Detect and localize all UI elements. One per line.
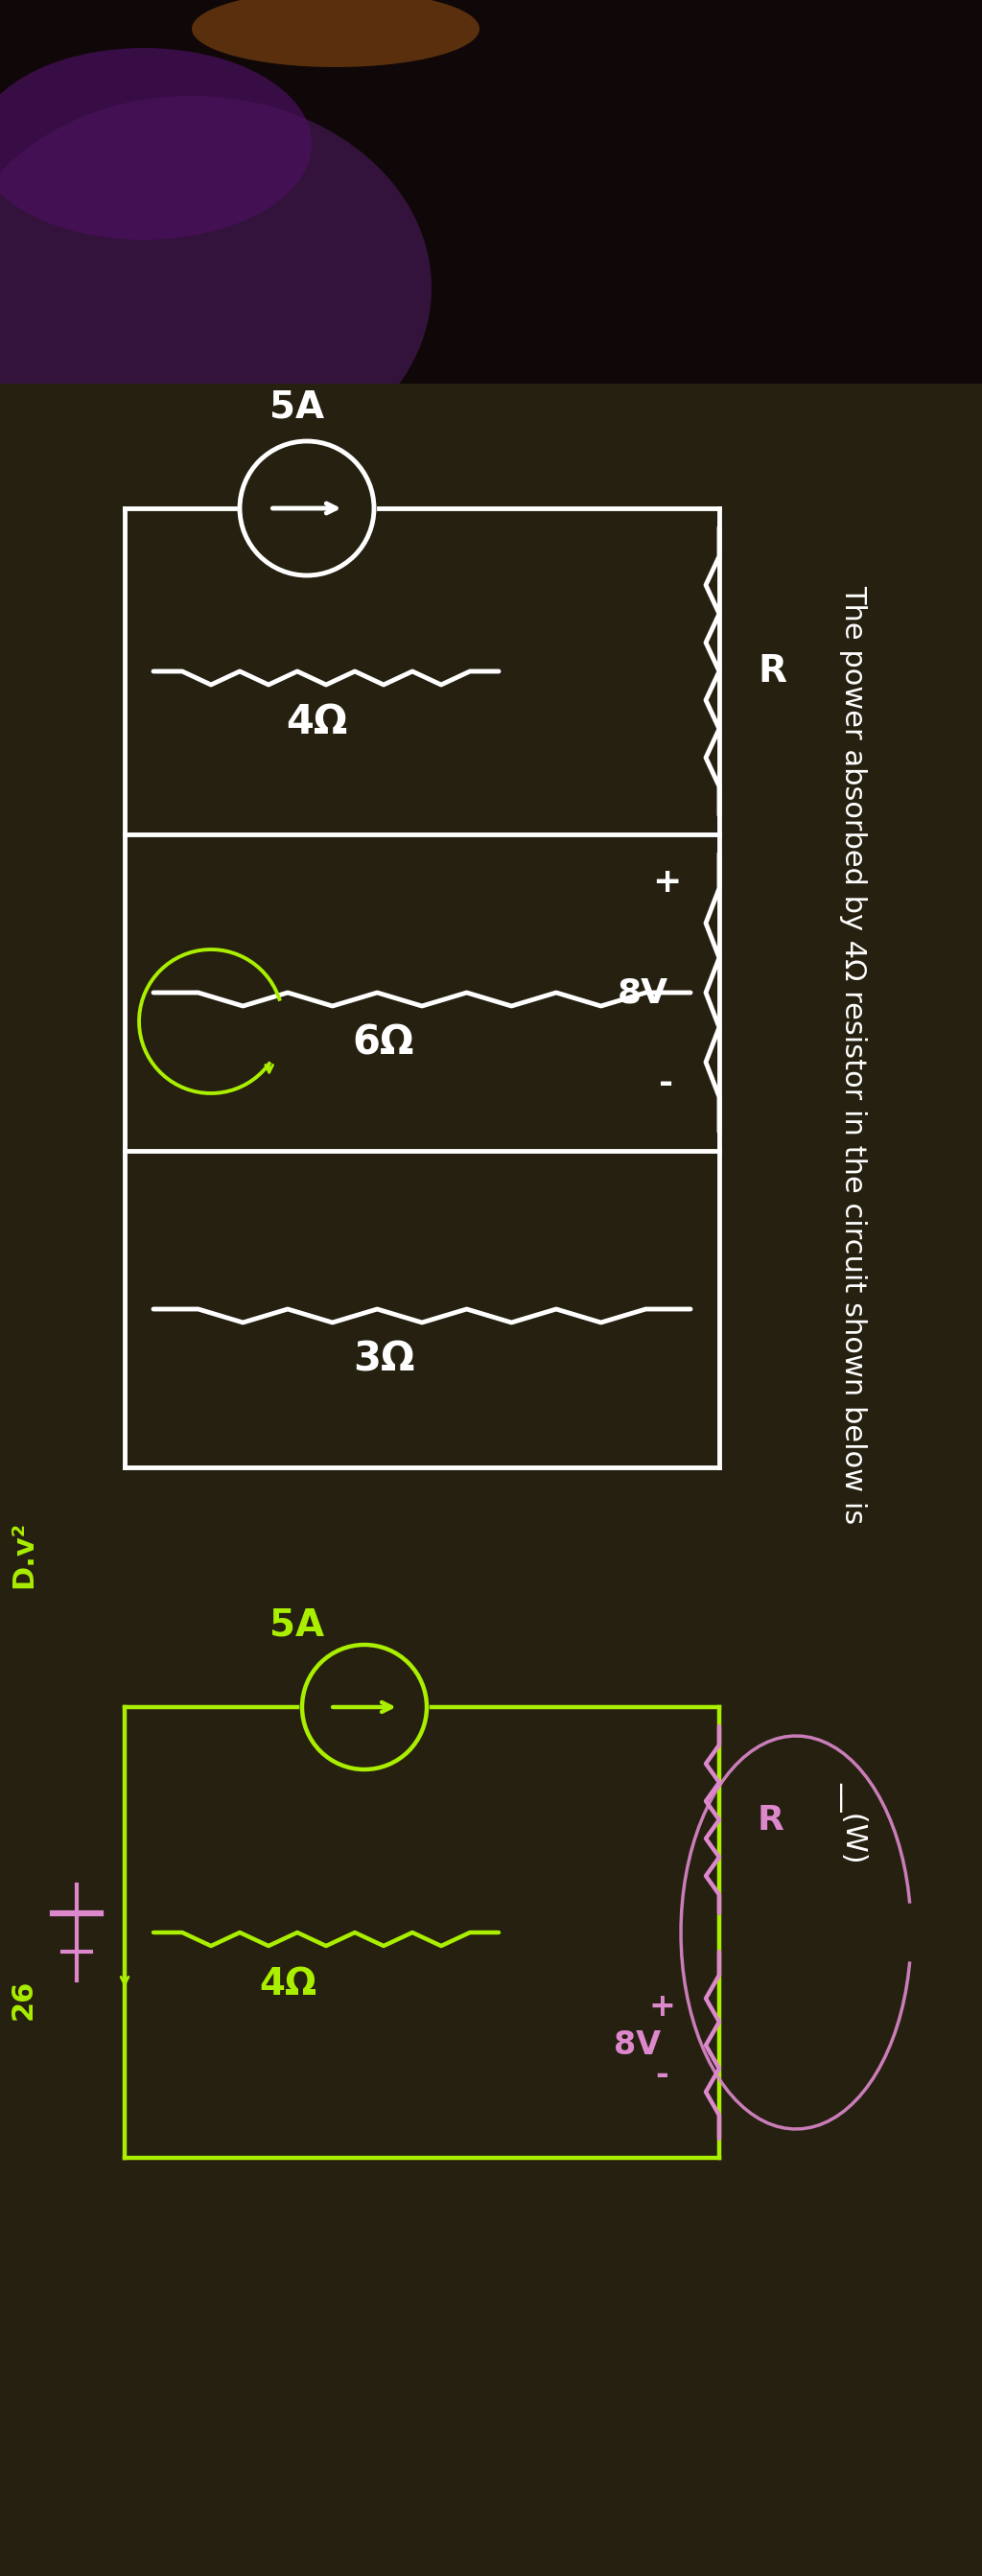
Text: 6Ω: 6Ω <box>353 1023 414 1064</box>
Text: D.v²: D.v² <box>10 1520 37 1589</box>
Text: 5A: 5A <box>270 1607 325 1643</box>
Text: 26: 26 <box>10 1978 37 2020</box>
Text: 5A: 5A <box>270 389 325 425</box>
Text: The power absorbed by 4Ω resistor in the circuit shown below is: The power absorbed by 4Ω resistor in the… <box>840 585 867 1525</box>
Text: 4Ω: 4Ω <box>259 1965 316 2002</box>
Bar <box>0 0 982 479</box>
Ellipse shape <box>0 49 311 240</box>
Ellipse shape <box>191 0 479 67</box>
Text: 4Ω: 4Ω <box>286 703 348 742</box>
Text: R: R <box>757 654 787 690</box>
Text: R: R <box>757 1803 785 1837</box>
Text: 8V: 8V <box>617 976 668 1010</box>
Text: 8V: 8V <box>614 2030 661 2061</box>
Text: -: - <box>659 1066 674 1100</box>
Text: 3Ω: 3Ω <box>353 1340 414 1381</box>
Text: -: - <box>655 2058 669 2089</box>
Text: +: + <box>652 866 682 899</box>
Ellipse shape <box>0 95 431 479</box>
Bar <box>0 384 982 2576</box>
Text: +: + <box>648 1991 675 2022</box>
Text: __(W): __(W) <box>839 1783 868 1862</box>
